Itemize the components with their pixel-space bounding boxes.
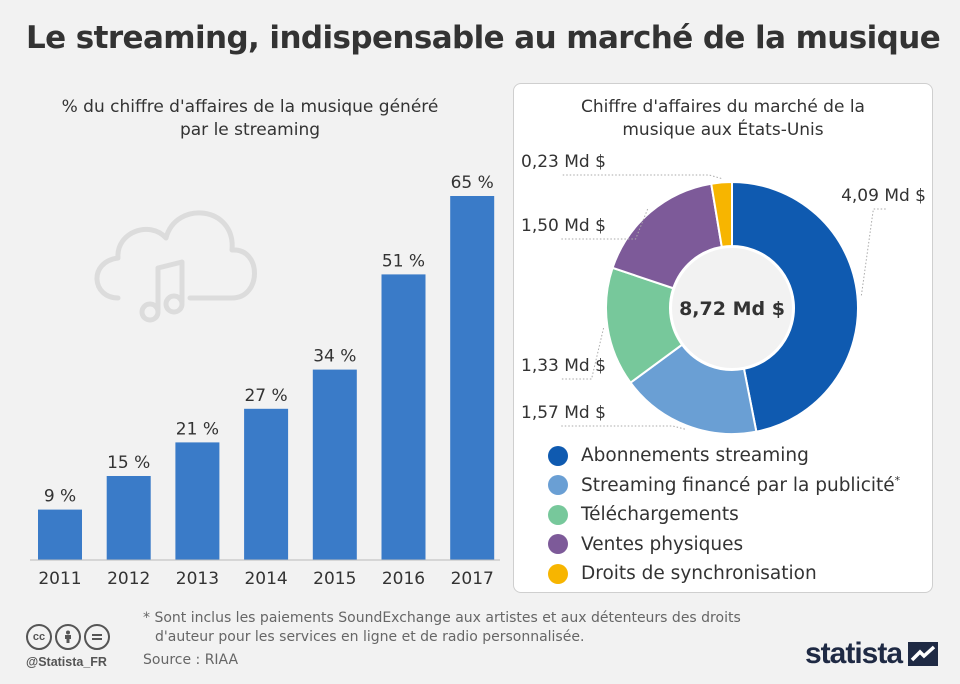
bar-2015 — [312, 369, 357, 560]
twitter-handle[interactable]: @Statista_FR — [26, 655, 107, 669]
brand-name: statista — [805, 637, 903, 670]
donut-chart-title-line-2: musique aux États-Unis — [622, 120, 824, 140]
x-tick-label: 2016 — [382, 569, 425, 589]
legend-swatch — [548, 475, 568, 496]
statista-logo-icon — [908, 642, 939, 666]
leader-line — [561, 174, 722, 179]
bar-chart: 9 % 2011 15 % 2012 21 % 2013 27 % 2014 34 % 2015 5… — [30, 173, 500, 589]
donut-panel: Chiffre d'affaires du marché de la musiq… — [513, 83, 933, 593]
slice-value-label: 1,33 Md $ — [521, 356, 606, 376]
source-text: Source : RIAA — [143, 652, 239, 668]
bar-value-label: 9 % — [44, 487, 76, 507]
bar-value-label: 27 % — [244, 386, 287, 406]
bar-2013 — [175, 442, 220, 560]
donut-hole — [672, 248, 792, 368]
legend-swatch — [548, 534, 568, 555]
legend-item-abonnements: Abonnements streaming — [548, 441, 900, 471]
legend-item-streaming-pub: Streaming financé par la publicité* — [548, 471, 900, 501]
donut-center-label: 8,72 Md $ — [679, 298, 785, 320]
bar-value-label: 15 % — [107, 453, 150, 473]
donut-chart-title-line-1: Chiffre d'affaires du marché de la — [581, 97, 865, 117]
bar-chart-title: % du chiffre d'affaires de la musique gé… — [20, 96, 480, 142]
slice-value-label: 1,50 Md $ — [521, 216, 606, 236]
slice-value-label: 4,09 Md $ — [841, 186, 926, 206]
legend-label: Téléchargements — [581, 504, 739, 526]
legend-swatch — [548, 445, 568, 466]
bar-value-label: 34 % — [313, 347, 356, 367]
no-derivatives-icon[interactable] — [84, 624, 110, 650]
bar-2016 — [381, 274, 426, 560]
footnote-line-2: d'auteur pour les services en ligne et d… — [155, 629, 585, 645]
legend-label: Droits de synchronisation — [581, 563, 817, 585]
x-tick-label: 2011 — [38, 569, 81, 589]
bar-chart-title-line-1: % du chiffre d'affaires de la musique gé… — [61, 97, 439, 117]
bar-value-label: 51 % — [382, 251, 425, 271]
x-tick-label: 2014 — [244, 569, 287, 589]
x-tick-label: 2013 — [176, 569, 219, 589]
legend-item-telechargements: Téléchargements — [548, 500, 900, 530]
bar-2012 — [106, 476, 151, 560]
donut-chart-title: Chiffre d'affaires du marché de la musiq… — [514, 96, 932, 142]
slice-value-label: 1,57 Md $ — [521, 403, 606, 423]
donut-slice — [629, 343, 758, 435]
statista-logo[interactable]: statista — [805, 637, 939, 671]
legend-label: Abonnements streaming — [581, 445, 809, 467]
bar-value-label: 65 % — [451, 173, 494, 193]
legend-swatch — [548, 563, 568, 584]
donut-legend: Abonnements streaming Streaming financé … — [548, 441, 900, 589]
cc-icon[interactable]: cc — [26, 624, 52, 650]
footnote: * Sont inclus les paiements SoundExchang… — [143, 609, 803, 647]
attribution-icon[interactable] — [55, 624, 81, 650]
legend-label: Streaming financé par la publicité* — [581, 474, 900, 496]
bar-2011 — [38, 509, 82, 560]
x-tick-label: 2012 — [107, 569, 150, 589]
license-icons: cc — [26, 624, 110, 650]
legend-label-text: Streaming financé par la publicité — [581, 475, 895, 497]
slice-value-label: 0,23 Md $ — [521, 152, 606, 172]
donut-chart: 4,09 Md $ 1,57 Md $ 1,33 Md $ 1,50 Md $ 0,23… — [521, 152, 926, 435]
bar-value-label: 21 % — [176, 419, 219, 439]
legend-item-droits-synchro: Droits de synchronisation — [548, 559, 900, 589]
footnote-mark: * — [894, 474, 901, 488]
bar-2014 — [244, 408, 289, 560]
legend-swatch — [548, 504, 568, 525]
legend-item-ventes-physiques: Ventes physiques — [548, 530, 900, 560]
legend-label: Ventes physiques — [581, 533, 744, 555]
bar-2017 — [450, 196, 495, 560]
cloud-music-icon — [94, 210, 257, 323]
leader-line — [860, 208, 886, 296]
donut-slice — [731, 180, 859, 433]
leader-line — [561, 208, 649, 240]
x-tick-label: 2017 — [451, 569, 494, 589]
page-title: Le streaming, indispensable au marché de… — [26, 20, 941, 56]
bar-chart-title-line-2: par le streaming — [179, 120, 321, 140]
footnote-line-1: * Sont inclus les paiements SoundExchang… — [143, 610, 741, 626]
donut-slice — [710, 180, 733, 249]
leader-line — [561, 425, 685, 430]
x-tick-label: 2015 — [313, 569, 356, 589]
